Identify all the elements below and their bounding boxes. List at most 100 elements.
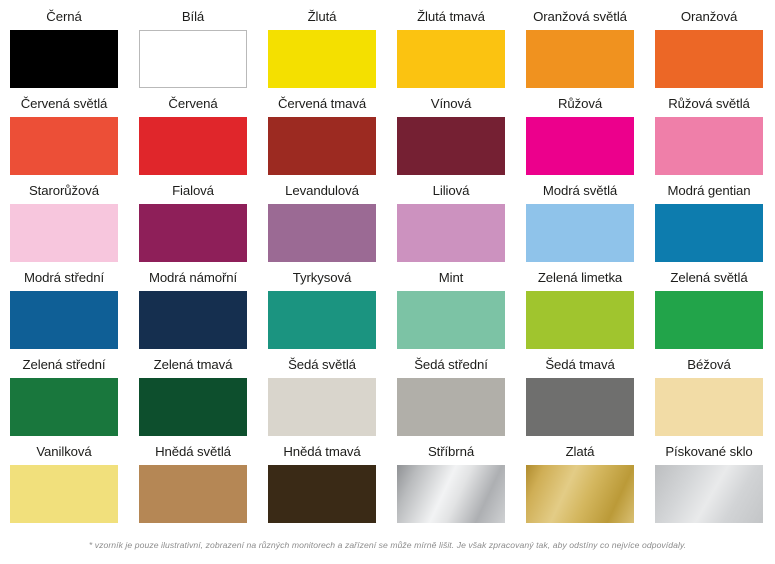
swatch-cell[interactable]: Žlutá	[268, 4, 376, 91]
swatch-color-chip[interactable]	[397, 291, 505, 349]
swatch-cell[interactable]: Tyrkysová	[268, 265, 376, 352]
swatch-cell[interactable]: Žlutá tmavá	[397, 4, 505, 91]
swatch-color-chip[interactable]	[10, 465, 118, 523]
swatch-cell[interactable]: Červená světlá	[10, 91, 118, 178]
swatch-label: Stříbrná	[427, 444, 475, 459]
swatch-cell[interactable]: Modrá gentian	[655, 178, 763, 265]
swatch-label: Růžová světlá	[668, 96, 750, 111]
swatch-color-chip[interactable]	[10, 30, 118, 88]
swatch-color-chip[interactable]	[268, 378, 376, 436]
swatch-color-chip[interactable]	[526, 465, 634, 523]
swatch-color-chip[interactable]	[268, 291, 376, 349]
swatch-label: Červená tmavá	[277, 96, 367, 111]
swatch-color-chip[interactable]	[397, 117, 505, 175]
swatch-cell[interactable]: Starorůžová	[10, 178, 118, 265]
swatch-color-chip[interactable]	[526, 204, 634, 262]
swatch-color-chip[interactable]	[139, 291, 247, 349]
swatch-color-chip[interactable]	[139, 204, 247, 262]
swatch-label: Fialová	[172, 183, 214, 198]
swatch-color-chip[interactable]	[10, 291, 118, 349]
swatch-label: Modrá světlá	[542, 183, 618, 198]
swatch-color-chip[interactable]	[268, 204, 376, 262]
swatch-cell[interactable]: Šedá světlá	[268, 352, 376, 439]
swatch-label: Starorůžová	[28, 183, 99, 198]
swatch-color-chip[interactable]	[397, 378, 505, 436]
swatch-cell[interactable]: Zlatá	[526, 439, 634, 526]
swatch-color-chip[interactable]	[655, 204, 763, 262]
swatch-label: Vanilková	[36, 444, 92, 459]
swatch-color-chip[interactable]	[139, 465, 247, 523]
swatch-cell[interactable]: Pískované sklo	[655, 439, 763, 526]
swatch-label: Zelená limetka	[537, 270, 623, 285]
swatch-cell[interactable]: Zelená limetka	[526, 265, 634, 352]
swatch-label: Zlatá	[565, 444, 595, 459]
swatch-color-chip[interactable]	[139, 117, 247, 175]
swatch-label: Růžová	[557, 96, 603, 111]
swatch-label: Černá	[46, 9, 82, 24]
swatch-cell[interactable]: Mint	[397, 265, 505, 352]
swatch-label: Žlutá tmavá	[417, 9, 485, 24]
swatch-color-chip[interactable]	[268, 117, 376, 175]
swatch-cell[interactable]: Vínová	[397, 91, 505, 178]
swatch-color-chip[interactable]	[397, 204, 505, 262]
swatch-cell[interactable]: Oranžová světlá	[526, 4, 634, 91]
swatch-cell[interactable]: Růžová světlá	[655, 91, 763, 178]
swatch-label: Zelená střední	[22, 357, 106, 372]
swatch-cell[interactable]: Červená tmavá	[268, 91, 376, 178]
swatch-cell[interactable]: Zelená střední	[10, 352, 118, 439]
swatch-label: Oranžová světlá	[533, 9, 627, 24]
swatch-cell[interactable]: Zelená světlá	[655, 265, 763, 352]
swatch-cell[interactable]: Modrá střední	[10, 265, 118, 352]
swatch-cell[interactable]: Liliová	[397, 178, 505, 265]
swatch-cell[interactable]: Bílá	[139, 4, 247, 91]
swatch-color-chip[interactable]	[655, 465, 763, 523]
swatch-cell[interactable]: Červená	[139, 91, 247, 178]
swatch-color-chip[interactable]	[655, 117, 763, 175]
swatch-color-chip[interactable]	[655, 291, 763, 349]
swatch-label: Béžová	[687, 357, 731, 372]
swatch-color-chip[interactable]	[268, 465, 376, 523]
swatch-color-chip[interactable]	[526, 291, 634, 349]
swatch-cell[interactable]: Béžová	[655, 352, 763, 439]
swatch-cell[interactable]: Levandulová	[268, 178, 376, 265]
swatch-label: Pískované sklo	[665, 444, 753, 459]
swatch-color-chip[interactable]	[10, 378, 118, 436]
swatch-label: Bílá	[181, 9, 205, 24]
swatch-cell[interactable]: Vanilková	[10, 439, 118, 526]
swatch-color-chip[interactable]	[10, 204, 118, 262]
swatch-cell[interactable]: Modrá námořní	[139, 265, 247, 352]
swatch-cell[interactable]: Šedá tmavá	[526, 352, 634, 439]
swatch-color-chip[interactable]	[526, 378, 634, 436]
swatch-color-chip[interactable]	[526, 117, 634, 175]
swatch-label: Vínová	[430, 96, 472, 111]
swatch-cell[interactable]: Stříbrná	[397, 439, 505, 526]
swatch-cell[interactable]: Černá	[10, 4, 118, 91]
color-swatch-grid: Černá Bílá Žlutá Žlutá tmavá Oranžová světlá…	[10, 4, 767, 526]
swatch-label: Šedá tmavá	[545, 357, 615, 372]
swatch-cell[interactable]: Fialová	[139, 178, 247, 265]
swatch-label: Tyrkysová	[292, 270, 352, 285]
swatch-color-chip[interactable]	[526, 30, 634, 88]
swatch-color-chip[interactable]	[655, 30, 763, 88]
swatch-cell[interactable]: Šedá střední	[397, 352, 505, 439]
swatch-color-chip[interactable]	[139, 30, 247, 88]
swatch-color-chip[interactable]	[10, 117, 118, 175]
swatch-color-chip[interactable]	[268, 30, 376, 88]
swatch-cell[interactable]: Hnědá tmavá	[268, 439, 376, 526]
swatch-cell[interactable]: Zelená tmavá	[139, 352, 247, 439]
swatch-cell[interactable]: Růžová	[526, 91, 634, 178]
disclaimer-footnote: * vzorník je pouze ilustrativní, zobraze…	[88, 540, 687, 550]
swatch-label: Modrá střední	[23, 270, 105, 285]
swatch-color-chip[interactable]	[139, 378, 247, 436]
swatch-cell[interactable]: Modrá světlá	[526, 178, 634, 265]
swatch-color-chip[interactable]	[397, 465, 505, 523]
swatch-cell[interactable]: Hnědá světlá	[139, 439, 247, 526]
swatch-color-chip[interactable]	[655, 378, 763, 436]
swatch-label: Modrá gentian	[667, 183, 751, 198]
swatch-label: Hnědá světlá	[155, 444, 231, 459]
swatch-color-chip[interactable]	[397, 30, 505, 88]
swatch-label: Modrá námořní	[148, 270, 238, 285]
swatch-label: Šedá světlá	[288, 357, 356, 372]
swatch-cell[interactable]: Oranžová	[655, 4, 763, 91]
